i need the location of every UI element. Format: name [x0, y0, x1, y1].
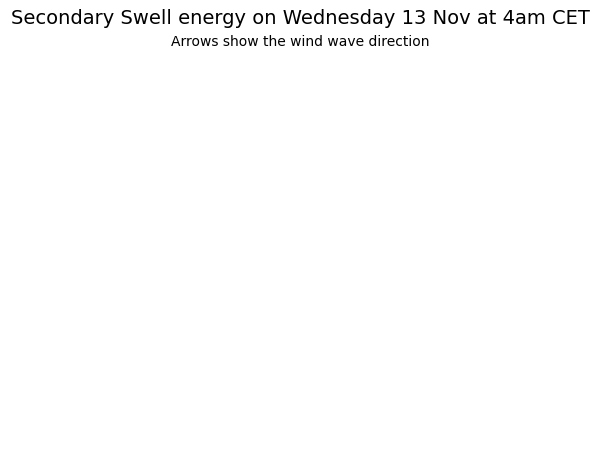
Text: Secondary Swell energy on Wednesday 13 Nov at 4am CET: Secondary Swell energy on Wednesday 13 N… — [11, 9, 590, 28]
Text: Arrows show the wind wave direction: Arrows show the wind wave direction — [171, 35, 430, 49]
Text: Map requires cartopy: Map requires cartopy — [227, 257, 374, 271]
